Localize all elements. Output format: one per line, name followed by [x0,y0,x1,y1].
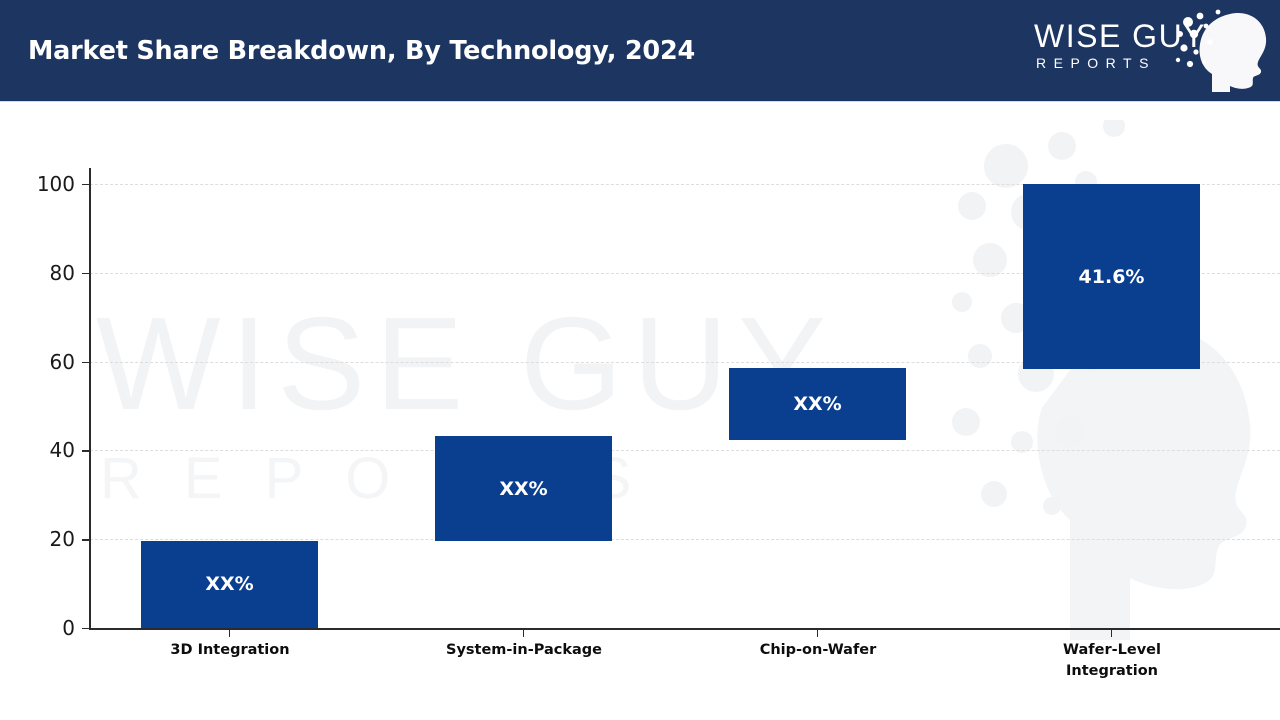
logo-subword: REPORTS [1036,55,1156,71]
bar-system-in-package[interactable] [435,436,612,541]
header-divider [0,101,1280,102]
gridline-100 [90,184,1280,185]
y-tick-label-0: 0 [62,616,75,640]
y-tick-mark-80 [82,272,90,275]
x-tick-label-3d-integration: 3D Integration [170,642,290,658]
bar-3d-integration[interactable] [141,541,318,628]
chart-plot-area: WISE GUY REPORTS XX% XX% XX% [0,102,1280,720]
bar-label-system-in-package: XX% [499,478,548,500]
x-tick-label-system-in-package: System-in-Package [446,642,602,658]
bar-chip-on-wafer[interactable] [729,368,906,440]
gridline-40 [90,450,1280,452]
x-tick-mark-4 [1111,630,1113,637]
y-tick-mark-0 [82,628,90,630]
x-tick-mark-2 [523,630,525,637]
wise-guy-reports-logo: WISE GUY REPORTS [1028,6,1272,94]
y-tick-mark-100 [82,184,90,186]
gridline-20 [90,539,1280,541]
x-axis-line [89,628,1280,631]
page-title: Market Share Breakdown, By Technology, 2… [28,35,696,66]
x-tick-label-chip-on-wafer: Chip-on-Wafer [759,642,877,658]
bar-label-wafer-level-integration: 41.6% [1078,266,1145,288]
logo-wordmark: WISE GUY [1034,18,1207,54]
y-tick-mark-20 [82,539,90,541]
wise-guy-head-icon [1175,9,1267,92]
y-tick-label-60: 60 [49,349,75,374]
y-tick-label-40: 40 [49,438,75,463]
x-tick-label-wafer-level-integration: Wafer-Level Integration [1063,642,1161,680]
gridline-60 [90,361,1280,363]
y-tick-mark-40 [82,450,90,452]
x-tick-mark-1 [229,630,231,637]
y-axis-line [89,168,91,629]
y-tick-label-20: 20 [49,527,75,552]
bar-wafer-level-integration[interactable] [1023,184,1200,369]
y-tick-label-80: 80 [49,260,75,285]
x-tick-mark-3 [817,630,819,637]
bar-label-chip-on-wafer: XX% [793,393,842,415]
y-tick-label-100: 100 [36,172,75,196]
y-tick-mark-60 [82,361,90,363]
bar-label-3d-integration: XX% [205,573,254,595]
gridline-80 [90,272,1280,274]
page-header: Market Share Breakdown, By Technology, 2… [0,0,1280,101]
